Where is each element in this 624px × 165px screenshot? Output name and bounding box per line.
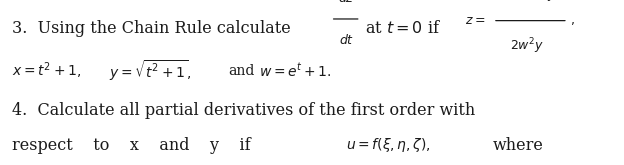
Text: $,$: $,$ [570,14,575,27]
Text: $w=e^t+1.$: $w=e^t+1.$ [259,62,331,80]
Text: $5t^2 + 3xy$: $5t^2 + 3xy$ [497,0,557,5]
Text: at $t{=}0$ if: at $t{=}0$ if [365,19,441,37]
Text: $2w^2y$: $2w^2y$ [510,36,544,56]
Text: $dt$: $dt$ [339,33,354,47]
Text: $x=t^2+1,$: $x=t^2+1,$ [12,61,82,81]
Text: $dz$: $dz$ [338,0,354,5]
Text: 3.  Using the Chain Rule calculate: 3. Using the Chain Rule calculate [12,19,291,37]
Text: $y=\sqrt{t^2+1},$: $y=\sqrt{t^2+1},$ [109,59,192,83]
Text: and: and [228,64,254,78]
Text: $z=$: $z=$ [466,14,485,27]
Text: respect    to    x    and    y    if: respect to x and y if [12,137,251,154]
Text: 4.  Calculate all partial derivatives of the first order with: 4. Calculate all partial derivatives of … [12,102,475,119]
Text: where: where [493,137,544,154]
Text: $u=f(\xi,\eta,\zeta),$: $u=f(\xi,\eta,\zeta),$ [346,136,431,154]
